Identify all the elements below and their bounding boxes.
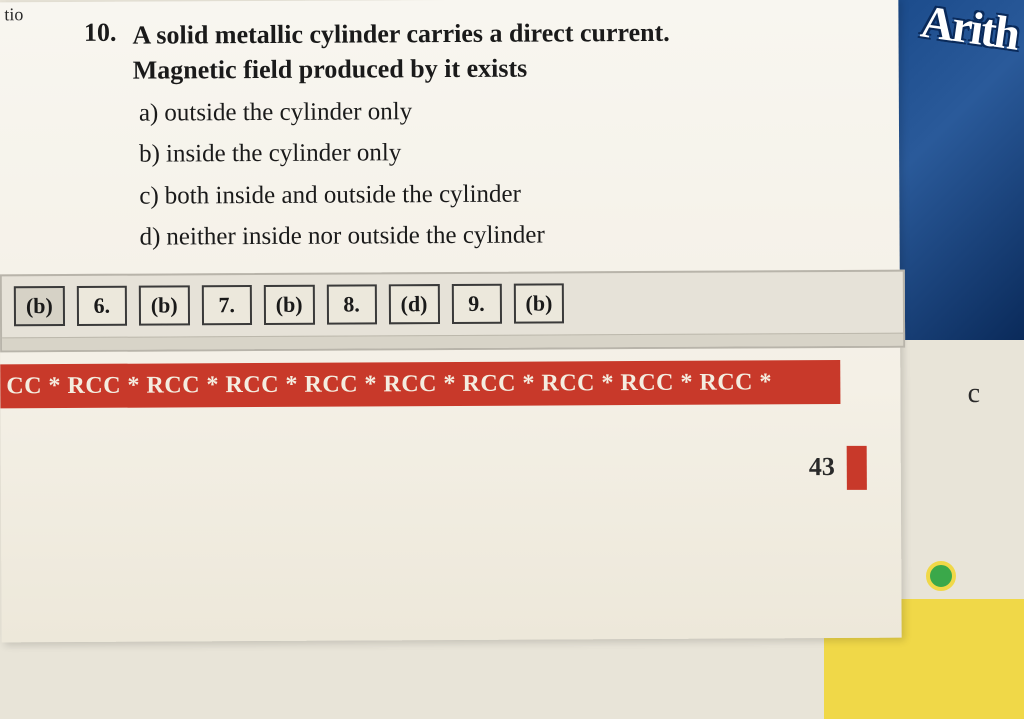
answer-box: (b) [513,284,564,324]
answer-key-strip: (b) 6. (b) 7. (b) 8. (d) 9. (b) [0,270,905,353]
fragment-text: tio [4,4,23,25]
option-text: outside the cylinder only [164,98,412,126]
answer-box: (b) [139,286,190,326]
page: tio 10. A solid metallic cylinder carrie… [0,0,902,642]
option-label: b) [139,141,160,168]
question-number: 10. [78,18,116,88]
option-text: inside the cylinder only [166,140,402,168]
answer-box: 7. [202,285,252,325]
background-book-title: Arith [918,1,1020,53]
option-label: d) [139,223,160,250]
footer-red-strip: CC * RCC * RCC * RCC * RCC * RCC * RCC *… [0,360,840,408]
stray-mark: c [968,378,980,410]
option-c: c)both inside and outside the cylinder [139,175,859,215]
answer-box: (b) [264,285,315,325]
answer-box: 9. [451,284,501,324]
page-number: 43 [809,452,835,482]
option-text: both inside and outside the cylinder [165,180,521,209]
answer-box: 6. [77,286,127,326]
option-a: a)outside the cylinder only [139,92,859,132]
footer-strip-text: CC * RCC * RCC * RCC * RCC * RCC * RCC *… [6,369,772,400]
option-label: c) [139,182,159,209]
page-number-marker [847,446,867,490]
option-d: d)neither inside nor outside the cylinde… [139,216,859,256]
background-green-dot [926,561,956,591]
answer-box: (b) [14,286,65,326]
answer-box: (d) [388,284,439,324]
option-label: a) [139,100,159,127]
option-text: neither inside nor outside the cylinder [166,221,545,250]
options-list: a)outside the cylinder only b)inside the… [139,92,860,256]
answer-box: 8. [326,285,376,325]
option-b: b)inside the cylinder only [139,133,859,173]
question-text: A solid metallic cylinder carries a dire… [132,14,752,87]
question-block: 10. A solid metallic cylinder carries a … [78,14,858,88]
